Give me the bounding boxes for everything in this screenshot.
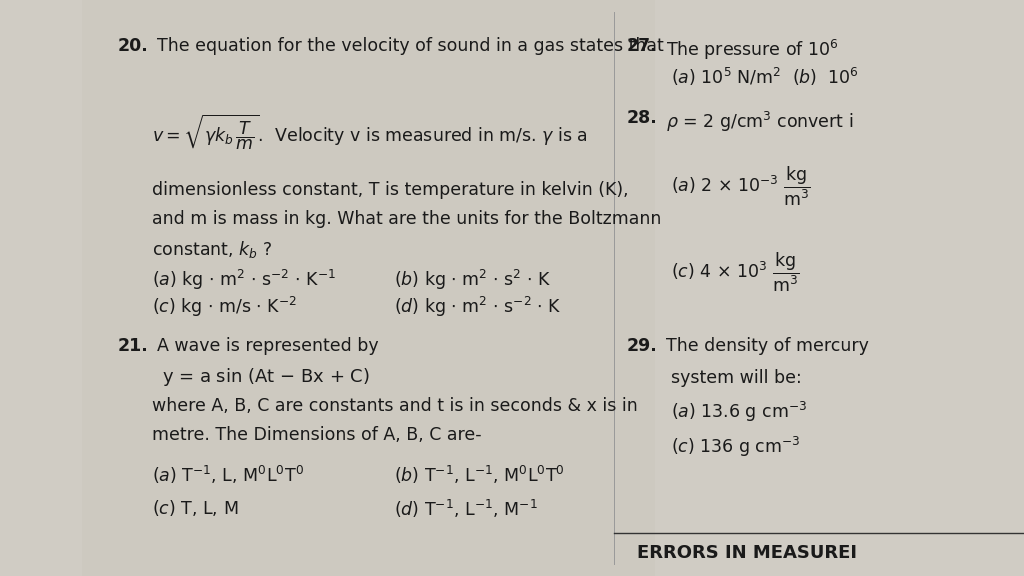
Text: system will be:: system will be: — [671, 369, 802, 386]
Text: The density of mercury: The density of mercury — [666, 337, 868, 355]
Text: $(c)$ kg $\cdot$ m/s $\cdot$ K$^{-2}$: $(c)$ kg $\cdot$ m/s $\cdot$ K$^{-2}$ — [152, 295, 297, 319]
Text: 28.: 28. — [627, 109, 657, 127]
Text: $(a)$ 10$^5$ N/m$^2$  $(b)$  10$^6$: $(a)$ 10$^5$ N/m$^2$ $(b)$ 10$^6$ — [671, 66, 859, 88]
Text: $(a)$ T$^{-1}$, L, M$^0$L$^0$T$^0$: $(a)$ T$^{-1}$, L, M$^0$L$^0$T$^0$ — [152, 464, 303, 486]
Text: $v = \sqrt{\gamma k_b\,\dfrac{T}{m}}$$.\,$ Velocity v is measured in m/s. $\gamm: $v = \sqrt{\gamma k_b\,\dfrac{T}{m}}$$.\… — [152, 112, 588, 152]
Text: 27.: 27. — [627, 37, 657, 55]
Text: metre. The Dimensions of A, B, C are-: metre. The Dimensions of A, B, C are- — [152, 426, 481, 444]
Text: 21.: 21. — [118, 337, 148, 355]
Text: and m is mass in kg. What are the units for the Boltzmann: and m is mass in kg. What are the units … — [152, 210, 660, 228]
Text: $(a)$ 13.6 g cm$^{-3}$: $(a)$ 13.6 g cm$^{-3}$ — [671, 400, 807, 425]
Text: $\rho$ = 2 g/cm$^3$ convert i: $\rho$ = 2 g/cm$^3$ convert i — [666, 109, 853, 134]
Text: dimensionless constant, T is temperature in kelvin (K),: dimensionless constant, T is temperature… — [152, 181, 628, 199]
Text: constant, $k_b$ ?: constant, $k_b$ ? — [152, 239, 271, 260]
Text: ERRORS IN MEASUREI: ERRORS IN MEASUREI — [637, 544, 857, 562]
Text: $(d)$ kg $\cdot$ m$^2$ $\cdot$ s$^{-2}$ $\cdot$ K: $(d)$ kg $\cdot$ m$^2$ $\cdot$ s$^{-2}$ … — [394, 295, 562, 319]
Text: $(b)$ kg $\cdot$ m$^2$ $\cdot$ s$^{2}$ $\cdot$ K: $(b)$ kg $\cdot$ m$^2$ $\cdot$ s$^{2}$ $… — [394, 268, 552, 292]
Text: $(c)$ 136 g cm$^{-3}$: $(c)$ 136 g cm$^{-3}$ — [671, 435, 800, 459]
Text: A wave is represented by: A wave is represented by — [157, 337, 378, 355]
FancyBboxPatch shape — [82, 0, 655, 576]
Text: The equation for the velocity of sound in a gas states that: The equation for the velocity of sound i… — [157, 37, 664, 55]
Text: $(d)$ T$^{-1}$, L$^{-1}$, M$^{-1}$: $(d)$ T$^{-1}$, L$^{-1}$, M$^{-1}$ — [394, 498, 538, 520]
Text: $(c)$ 4 $\times$ 10$^{3}$ $\dfrac{\mathrm{kg}}{\mathrm{m}^3}$: $(c)$ 4 $\times$ 10$^{3}$ $\dfrac{\mathr… — [671, 251, 800, 294]
Text: $(a)$ kg $\cdot$ m$^2$ $\cdot$ s$^{-2}$ $\cdot$ K$^{-1}$: $(a)$ kg $\cdot$ m$^2$ $\cdot$ s$^{-2}$ … — [152, 268, 336, 292]
Text: $(b)$ T$^{-1}$, L$^{-1}$, M$^0$L$^0$T$^0$: $(b)$ T$^{-1}$, L$^{-1}$, M$^0$L$^0$T$^0… — [394, 464, 565, 486]
Text: $(a)$ 2 $\times$ 10$^{-3}$ $\dfrac{\mathrm{kg}}{\mathrm{m}^3}$: $(a)$ 2 $\times$ 10$^{-3}$ $\dfrac{\math… — [671, 164, 811, 208]
Text: $(c)$ T, L, M: $(c)$ T, L, M — [152, 498, 238, 518]
Text: The pressure of 10$^6$: The pressure of 10$^6$ — [666, 37, 839, 62]
Text: 20.: 20. — [118, 37, 148, 55]
Text: 29.: 29. — [627, 337, 657, 355]
Text: y = a sin (At $-$ Bx + C): y = a sin (At $-$ Bx + C) — [162, 366, 370, 388]
Text: where A, B, C are constants and t is in seconds & x is in: where A, B, C are constants and t is in … — [152, 397, 637, 415]
